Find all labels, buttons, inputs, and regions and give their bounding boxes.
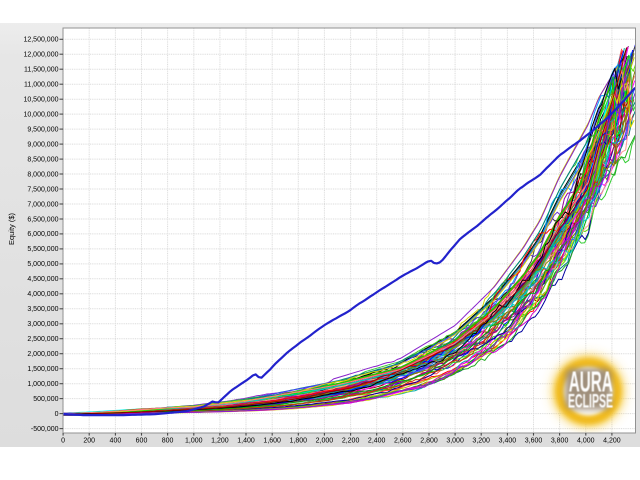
svg-text:200: 200: [83, 437, 95, 444]
svg-text:0: 0: [55, 411, 59, 418]
svg-text:AURA: AURA: [569, 367, 613, 399]
svg-text:4,200: 4,200: [603, 437, 621, 444]
svg-text:1,500,000: 1,500,000: [27, 366, 58, 373]
svg-text:3,500,000: 3,500,000: [27, 306, 58, 313]
svg-text:8,500,000: 8,500,000: [27, 156, 58, 163]
svg-text:2,600: 2,600: [394, 437, 412, 444]
svg-text:ECLIPSE: ECLIPSE: [568, 392, 613, 413]
svg-text:1,600: 1,600: [263, 437, 281, 444]
svg-text:9,500,000: 9,500,000: [27, 126, 58, 133]
svg-text:-500,000: -500,000: [31, 426, 59, 433]
svg-text:1,000: 1,000: [185, 437, 203, 444]
svg-text:3,200: 3,200: [472, 437, 490, 444]
svg-text:4,000: 4,000: [577, 437, 595, 444]
svg-text:3,600: 3,600: [525, 437, 543, 444]
svg-text:Equity ($): Equity ($): [7, 212, 16, 245]
svg-text:500,000: 500,000: [33, 396, 58, 403]
svg-text:4,000,000: 4,000,000: [27, 291, 58, 298]
svg-text:11,500,000: 11,500,000: [24, 67, 59, 74]
svg-text:3,000: 3,000: [446, 437, 464, 444]
svg-text:12,500,000: 12,500,000: [23, 37, 58, 44]
svg-text:2,000: 2,000: [316, 437, 334, 444]
svg-text:400: 400: [110, 437, 122, 444]
svg-text:2,400: 2,400: [368, 437, 386, 444]
svg-text:800: 800: [162, 437, 174, 444]
svg-text:6,500,000: 6,500,000: [27, 216, 58, 223]
svg-text:1,200: 1,200: [211, 437, 229, 444]
svg-text:5,500,000: 5,500,000: [27, 246, 58, 253]
svg-text:3,800: 3,800: [551, 437, 569, 444]
svg-text:5,000,000: 5,000,000: [27, 261, 58, 268]
svg-text:8,000,000: 8,000,000: [27, 171, 58, 178]
svg-text:6,000,000: 6,000,000: [27, 231, 58, 238]
svg-text:9,000,000: 9,000,000: [27, 141, 58, 148]
svg-text:12,000,000: 12,000,000: [23, 52, 58, 59]
svg-text:2,500,000: 2,500,000: [27, 336, 58, 343]
svg-text:2,000,000: 2,000,000: [27, 351, 58, 358]
svg-text:11,000,000: 11,000,000: [24, 82, 59, 89]
svg-text:2,800: 2,800: [420, 437, 438, 444]
svg-text:10,500,000: 10,500,000: [23, 97, 58, 104]
svg-text:4,500,000: 4,500,000: [27, 276, 58, 283]
svg-text:7,500,000: 7,500,000: [27, 186, 58, 193]
svg-text:10,000,000: 10,000,000: [23, 111, 58, 118]
svg-text:7,000,000: 7,000,000: [27, 201, 58, 208]
svg-text:3,000,000: 3,000,000: [27, 321, 58, 328]
svg-text:2,200: 2,200: [342, 437, 360, 444]
svg-text:3,400: 3,400: [499, 437, 517, 444]
svg-text:1,800: 1,800: [290, 437, 308, 444]
svg-text:600: 600: [136, 437, 148, 444]
svg-text:1,400: 1,400: [237, 437, 255, 444]
svg-text:1,000,000: 1,000,000: [27, 381, 58, 388]
svg-text:0: 0: [61, 437, 65, 444]
